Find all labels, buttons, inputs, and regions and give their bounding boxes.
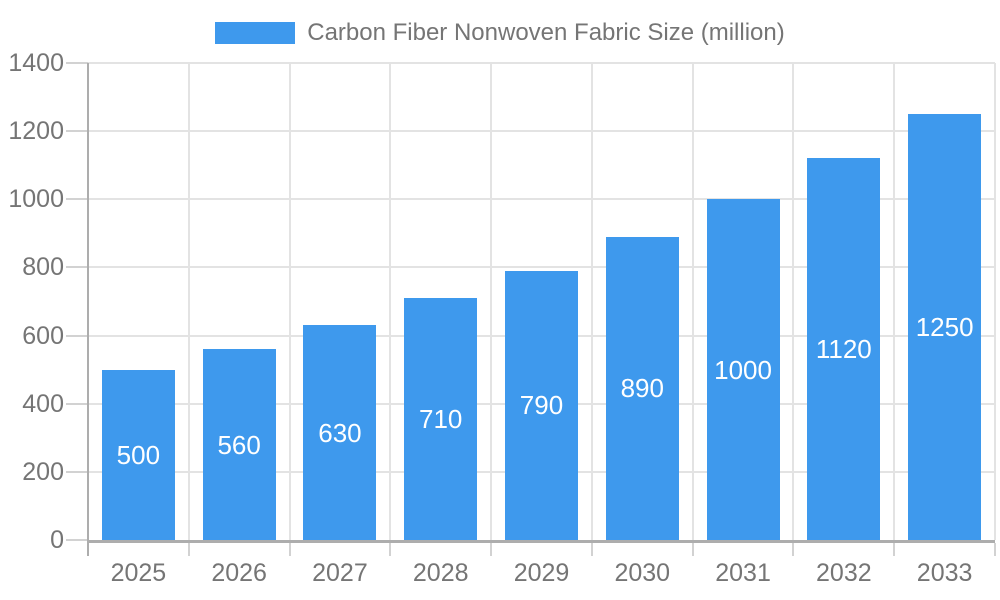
gridline-vertical [490, 63, 493, 540]
x-axis-tick [691, 543, 694, 556]
gridline-horizontal [88, 266, 995, 269]
bar-value-label: 710 [419, 404, 463, 435]
bar-value-label: 1120 [815, 334, 872, 365]
x-axis-tick [490, 543, 493, 556]
bar-2033[interactable] [908, 114, 982, 540]
x-axis-label-2031: 2031 [715, 559, 771, 587]
x-axis-label-2029: 2029 [513, 559, 570, 587]
x-axis-label-2033: 2033 [916, 559, 973, 587]
x-axis-tick [590, 543, 593, 556]
y-axis-label: 0 [50, 526, 64, 554]
x-axis-label-2032: 2032 [816, 559, 872, 587]
y-axis-tick [66, 402, 88, 405]
bar-2027[interactable] [303, 325, 377, 540]
y-axis-label: 600 [22, 321, 64, 350]
y-axis-label: 1000 [8, 185, 64, 214]
y-axis-line [87, 63, 89, 556]
legend-swatch [215, 22, 296, 44]
gridline-horizontal [88, 130, 995, 133]
gridline-vertical [389, 63, 392, 540]
y-axis-label: 800 [22, 253, 64, 282]
x-axis-label-2030: 2030 [614, 559, 671, 587]
gridline-vertical [792, 63, 795, 540]
legend-label: Carbon Fiber Nonwoven Fabric Size (milli… [307, 19, 785, 46]
bar-2031[interactable] [706, 199, 780, 540]
y-axis-label: 200 [22, 457, 64, 486]
bar-value-label: 1250 [915, 312, 974, 343]
bar-2029[interactable] [505, 270, 578, 540]
gridline-vertical [590, 63, 593, 540]
x-axis-tick [288, 543, 291, 556]
y-axis-tick [66, 198, 88, 201]
y-axis-label: 400 [22, 389, 64, 418]
gridline-horizontal [88, 198, 995, 201]
gridline-vertical [187, 63, 190, 540]
x-axis-label-2025: 2025 [110, 559, 167, 587]
y-axis-tick [66, 266, 88, 269]
y-axis-tick [66, 334, 88, 337]
bar-value-label: 560 [217, 429, 261, 460]
legend[interactable]: Carbon Fiber Nonwoven Fabric Size (milli… [0, 16, 1000, 50]
gridline-horizontal [88, 62, 995, 64]
bar-2026[interactable] [202, 349, 276, 540]
x-axis-label-2026: 2026 [211, 559, 267, 587]
y-axis-label: 1400 [8, 49, 64, 77]
x-axis-label-2027: 2027 [312, 559, 368, 587]
y-axis-tick [66, 470, 88, 473]
gridline-vertical [288, 63, 291, 540]
y-axis-tick [66, 62, 88, 64]
x-axis-tick [893, 543, 896, 556]
x-axis-tick [994, 543, 996, 556]
x-axis-line [88, 540, 995, 543]
bar-2030[interactable] [605, 236, 679, 540]
bar-value-label: 1000 [714, 354, 772, 385]
bar-2032[interactable] [807, 158, 881, 540]
x-axis-label-2028: 2028 [412, 559, 469, 587]
bar-2025[interactable] [101, 369, 175, 540]
x-axis-tick [792, 543, 795, 556]
gridline-vertical [994, 63, 996, 540]
x-axis-tick [389, 543, 392, 556]
bar-value-label: 790 [519, 390, 564, 421]
bar-value-label: 500 [116, 439, 161, 470]
bar-2028[interactable] [404, 298, 478, 540]
y-axis-label: 1200 [8, 117, 64, 146]
gridline-vertical [893, 63, 896, 540]
y-axis-tick [66, 130, 88, 133]
x-axis-tick [187, 543, 190, 556]
bar-value-label: 890 [620, 373, 664, 404]
y-axis-tick [66, 539, 88, 541]
gridline-vertical [691, 63, 694, 540]
bar-value-label: 630 [318, 417, 362, 448]
